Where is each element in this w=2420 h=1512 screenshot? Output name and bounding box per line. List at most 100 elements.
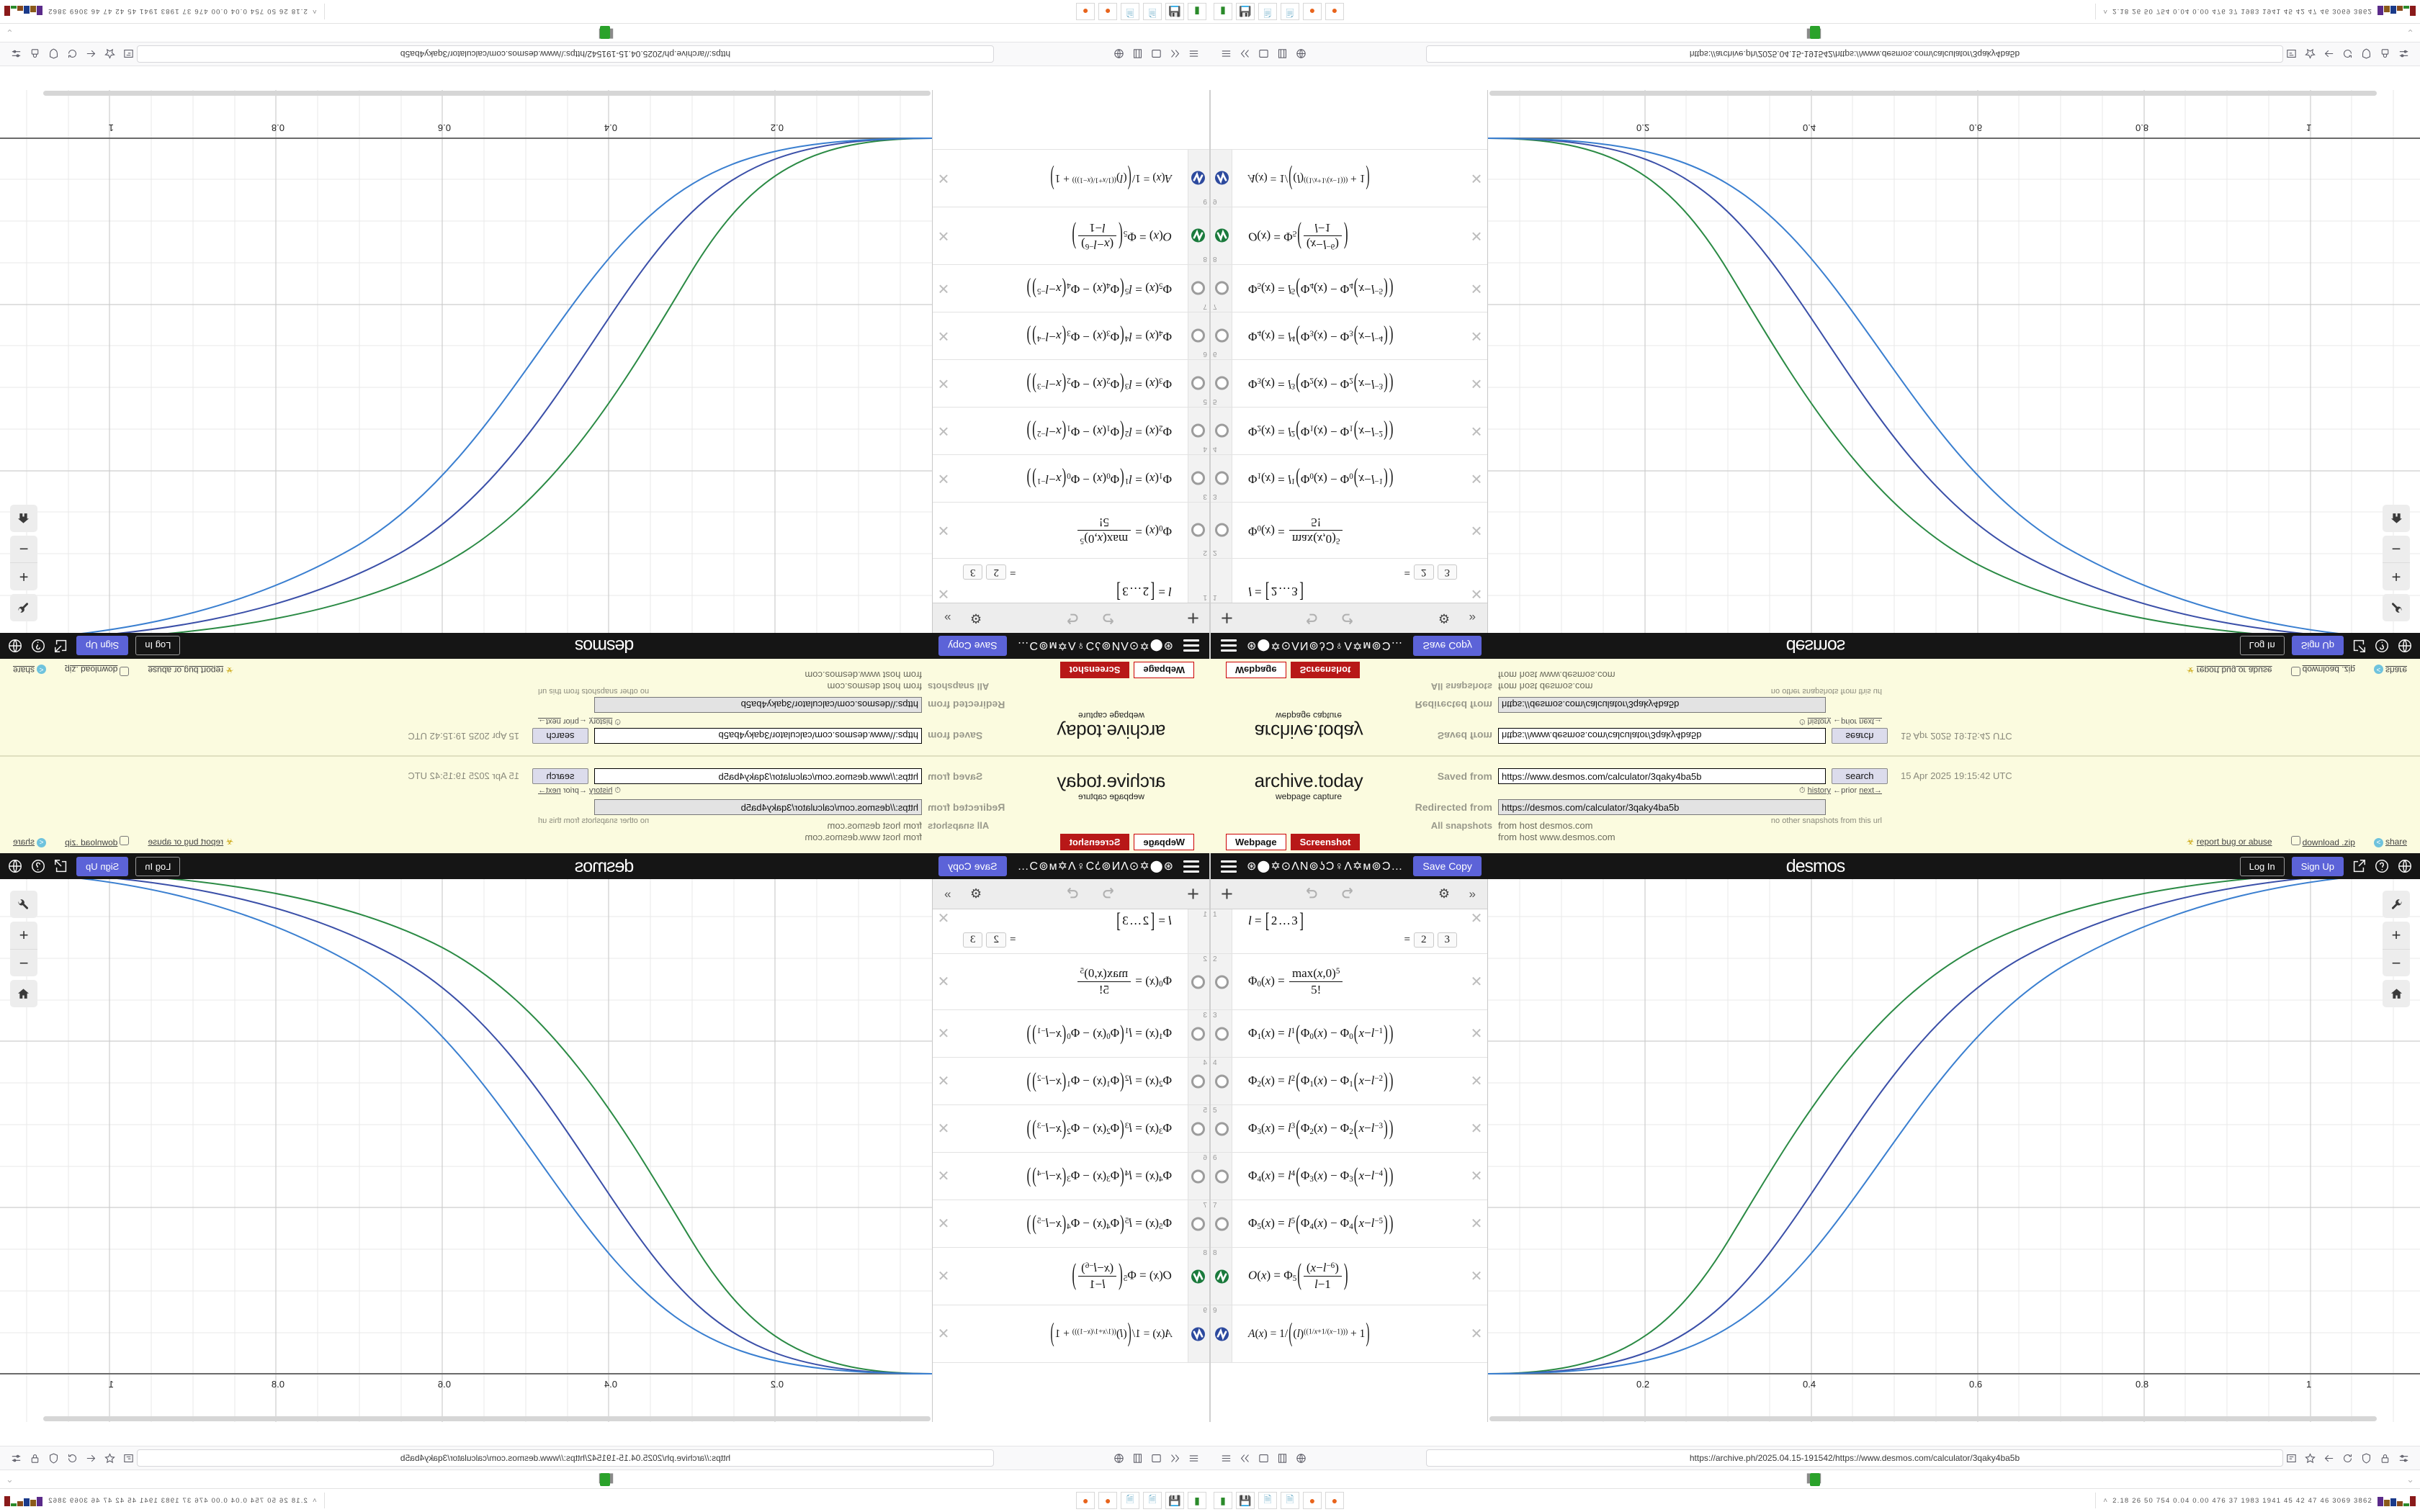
terminal-icon[interactable]: ▮ xyxy=(1188,3,1206,20)
plot-toggle[interactable] xyxy=(1191,1027,1205,1040)
reader-icon[interactable] xyxy=(2285,1452,2298,1464)
close-icon[interactable]: ✕ xyxy=(937,170,950,186)
firefox-icon[interactable]: ● xyxy=(1076,1492,1095,1509)
expression-row-4[interactable]: 4 Φ2(x) = l2(Φ1(x) − Φ1(x−l−2)) ✕ xyxy=(933,1058,1209,1105)
plot-toggle-blue[interactable] xyxy=(1191,1327,1205,1341)
close-icon[interactable]: ✕ xyxy=(1470,1216,1483,1232)
double-chevron-icon[interactable]: » xyxy=(944,886,951,901)
prior-link[interactable]: ←prior xyxy=(1833,786,1857,795)
zoom-in-button[interactable]: + xyxy=(10,563,37,590)
home-icon[interactable] xyxy=(2383,505,2410,532)
share-icon[interactable] xyxy=(53,638,69,654)
tab-webpage[interactable]: Webpage xyxy=(1134,834,1194,850)
expression-row-3[interactable]: 3 Φ1(x) = l1(Φ0(x) − Φ0(x−l−1)) ✕ xyxy=(933,454,1209,502)
gear-icon[interactable]: ⚙ xyxy=(970,886,982,901)
expression-row-1[interactable]: 1 l = [ 2 … 3 ] = 2 3 xyxy=(1211,558,1487,603)
zoom-out-button[interactable]: − xyxy=(10,536,37,563)
language-icon[interactable] xyxy=(7,638,23,654)
close-icon[interactable]: ✕ xyxy=(937,423,950,438)
share-link[interactable]: <share xyxy=(2373,665,2407,676)
download-link[interactable]: download .zip xyxy=(65,836,130,847)
saved-from-url[interactable]: https://www.desmos.com/calculator/3qaky4… xyxy=(1498,768,1826,784)
close-icon[interactable]: ✕ xyxy=(1470,423,1483,438)
prior-link[interactable]: ←prior xyxy=(563,717,587,726)
expression-row-5[interactable]: 5 Φ3(x) = l3(Φ2(x) − Φ2(x−l−3)) ✕ xyxy=(933,359,1209,407)
all-snapshots-value-0[interactable]: from host desmos.com xyxy=(1498,820,1593,831)
redo-icon[interactable] xyxy=(1065,884,1081,904)
slider-value-min[interactable]: 2 xyxy=(1414,564,1434,580)
zoom-in-button[interactable]: + xyxy=(2383,563,2410,590)
notepad-icon[interactable]: 🗎 xyxy=(1143,1492,1162,1509)
zoom-in-button[interactable]: + xyxy=(2383,922,2410,949)
expression-row-6[interactable]: 6 Φ4(x) = l4(Φ3(x) − Φ3(x−l−4)) ✕ xyxy=(1211,1153,1487,1200)
gear-icon[interactable]: ⚙ xyxy=(1438,886,1450,901)
expression-row-1[interactable]: 1 l = [ 2 … 3 ] = 2 3 xyxy=(933,558,1209,603)
permissions-icon[interactable] xyxy=(10,48,22,60)
horizontal-scrollbar[interactable] xyxy=(1488,1416,2420,1422)
close-icon[interactable]: ✕ xyxy=(1470,375,1483,391)
shield-icon[interactable] xyxy=(48,1452,60,1464)
expression-row-6[interactable]: 6 Φ4(x) = l4(Φ3(x) − Φ3(x−l−4)) ✕ xyxy=(933,312,1209,359)
slider-value-max[interactable]: 3 xyxy=(963,932,983,948)
plot-toggle[interactable] xyxy=(1191,523,1205,537)
plot-toggle[interactable] xyxy=(1215,1027,1229,1040)
hamburger-icon[interactable] xyxy=(1220,1452,1232,1464)
reader-icon[interactable] xyxy=(122,48,135,60)
download-link[interactable]: download .zip xyxy=(65,665,130,676)
terminal-icon[interactable]: ▮ xyxy=(1188,1492,1206,1509)
url-text[interactable]: https://archive.ph/2025.04.15-191542/htt… xyxy=(137,45,994,63)
close-icon[interactable]: ✕ xyxy=(1470,1326,1483,1342)
graph-canvas[interactable]: 0.2 0.4 0.6 0.8 1 + − xyxy=(1488,90,2420,633)
all-snapshots-value-0[interactable]: from host desmos.com xyxy=(827,681,923,692)
expression-row-3[interactable]: 3 Φ1(x) = l1(Φ0(x) − Φ0(x−l−1)) ✕ xyxy=(1211,454,1487,502)
tab-webpage[interactable]: Webpage xyxy=(1134,662,1194,678)
expression-row-9[interactable]: 9 A(x) = 1/((l)((1/x+1/(x−1))) + 1) ✕ xyxy=(1211,149,1487,207)
plot-toggle[interactable] xyxy=(1191,1074,1205,1088)
close-icon[interactable]: ✕ xyxy=(1470,1074,1483,1089)
zoom-in-button[interactable]: + xyxy=(10,922,37,949)
list-all-tabs-icon[interactable]: ⌄ xyxy=(2406,27,2414,38)
graph-title[interactable]: ⊛⬤✡⊙ΛΝ⊚ʖƆ♀Ʌ✡м⊚Ɔ… xyxy=(1016,639,1173,652)
undo-icon[interactable] xyxy=(1100,884,1116,904)
slider-value-min[interactable]: 2 xyxy=(1414,932,1434,948)
close-icon[interactable]: ✕ xyxy=(937,375,950,391)
all-snapshots-value-0[interactable]: from host desmos.com xyxy=(1498,681,1593,692)
double-chevron-left-icon[interactable] xyxy=(1239,48,1251,60)
zoom-out-button[interactable]: − xyxy=(2383,949,2410,976)
plot-toggle[interactable] xyxy=(1215,1169,1229,1183)
plot-toggle[interactable] xyxy=(1191,1169,1205,1183)
expression-row-7[interactable]: 7 Φ5(x) = l5(Φ4(x) − Φ4(x−l−5)) ✕ xyxy=(1211,264,1487,312)
add-expression-button[interactable]: + xyxy=(1221,606,1233,630)
tray-expand-icon[interactable]: ˄ xyxy=(2103,7,2108,16)
close-icon[interactable]: ✕ xyxy=(1470,280,1483,296)
save-copy-button[interactable]: Save Copy xyxy=(1413,856,1482,876)
bug-link[interactable]: ☣report bug or abuse xyxy=(2186,665,2272,675)
prior-link[interactable]: ←prior xyxy=(563,786,587,795)
prior-link[interactable]: ←prior xyxy=(1833,717,1857,726)
language-icon[interactable] xyxy=(2397,858,2413,874)
add-expression-button[interactable]: + xyxy=(1187,606,1199,630)
all-snapshots-value-0[interactable]: from host desmos.com xyxy=(827,820,923,831)
plot-toggle-blue[interactable] xyxy=(1215,171,1229,185)
tab-webpage[interactable]: Webpage xyxy=(1226,834,1286,850)
next-link[interactable]: next→ xyxy=(1859,786,1882,795)
graph-title[interactable]: ⊛⬤✡⊙ΛΝ⊚ʖƆ♀Ʌ✡м⊚Ɔ… xyxy=(1247,860,1404,873)
close-icon[interactable]: ✕ xyxy=(937,522,950,538)
help-icon[interactable] xyxy=(2374,858,2390,874)
hamburger-icon[interactable] xyxy=(1188,48,1200,60)
redo-icon[interactable] xyxy=(1065,608,1081,628)
plot-toggle[interactable] xyxy=(1191,1122,1205,1135)
globe-icon[interactable] xyxy=(1113,1452,1125,1464)
firefox-icon[interactable]: ● xyxy=(1098,1492,1117,1509)
library-icon[interactable] xyxy=(1150,1452,1162,1464)
permissions-icon[interactable] xyxy=(2398,1452,2410,1464)
history-link[interactable]: history xyxy=(1807,786,1832,795)
language-icon[interactable] xyxy=(2397,638,2413,654)
redirected-from-url[interactable]: https://desmos.com/calculator/3qaky4ba5b xyxy=(1498,697,1826,714)
save-icon[interactable]: 💾 xyxy=(1236,3,1255,20)
double-chevron-left-icon[interactable] xyxy=(1239,1452,1251,1464)
sign-up-button[interactable]: Sign Up xyxy=(76,636,129,656)
home-icon[interactable] xyxy=(10,505,37,532)
terminal-icon[interactable]: ▮ xyxy=(1214,3,1232,20)
expression-row-4[interactable]: 4 Φ2(x) = l2(Φ1(x) − Φ1(x−l−2)) ✕ xyxy=(933,407,1209,454)
